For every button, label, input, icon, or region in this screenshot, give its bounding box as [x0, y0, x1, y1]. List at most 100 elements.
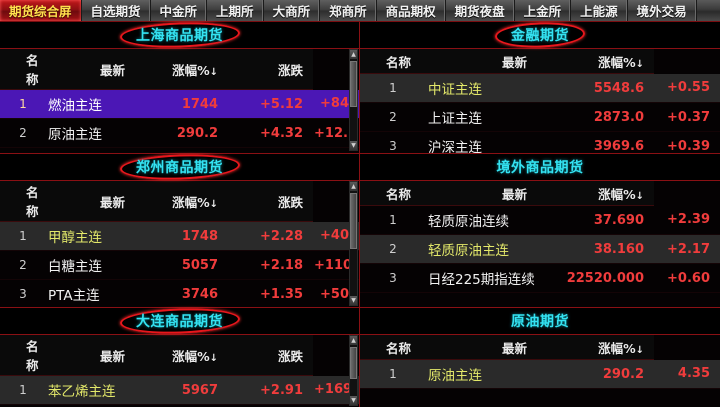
section-left-2: 大连商品期货名称最新涨幅%↓涨跌1苯乙烯主连5967+2.91+1692棕榈主连…	[0, 306, 359, 407]
last-price: 1748	[135, 221, 228, 251]
instrument-name[interactable]: 白糖主连	[46, 250, 135, 280]
vertical-scrollbar[interactable]: ▲ ▼	[349, 181, 358, 306]
change-percent: 4.35	[654, 359, 720, 389]
instrument-name[interactable]: 棕榈主连	[46, 404, 135, 407]
column-header-name[interactable]: 名称	[360, 335, 426, 360]
table-row[interactable]: 1 甲醇主连 1748 +2.28 +40	[0, 221, 359, 251]
scrollbar-thumb[interactable]	[350, 61, 357, 107]
market-tab-bar[interactable]: 期货综合屏 自选期货 中金所 上期所 大商所 郑商所 商品期权 期货夜盘 上金所 上能源 境外交易	[0, 0, 720, 22]
instrument-name[interactable]: 甲醇主连	[46, 221, 135, 251]
column-header-pct-label: 涨幅%	[172, 194, 210, 210]
column-header-pct[interactable]: 涨幅%↓	[537, 181, 654, 206]
section-title-text: 上海商品期货	[136, 28, 223, 44]
tab-8[interactable]: 上金所	[514, 0, 572, 21]
instrument-name[interactable]: 线材主连	[46, 147, 135, 153]
sort-descending-icon[interactable]: ↓	[209, 352, 218, 364]
column-header-change[interactable]: 涨跌	[228, 49, 313, 90]
column-header-last[interactable]: 最新	[46, 335, 135, 376]
column-header-name[interactable]: 名称	[360, 49, 426, 74]
column-header-pct[interactable]: 涨幅%↓	[537, 335, 654, 360]
tab-0[interactable]: 期货综合屏	[0, 0, 82, 21]
instrument-name[interactable]: 轻质原油连续	[426, 205, 537, 235]
scroll-up-icon[interactable]: ▲	[350, 50, 357, 59]
column-header-name[interactable]: 名称	[360, 181, 426, 206]
column-header-pct[interactable]: 涨幅%↓	[135, 49, 228, 90]
table-viewport: 名称 最新 涨幅%↓ 涨跌 1 燃油主连 1744 +5.12 +84 2 原油主连 290.2 +4.…	[0, 49, 359, 153]
instrument-name[interactable]: 上证主连	[426, 102, 537, 132]
change-percent: +2.28	[228, 147, 313, 153]
tab-4[interactable]: 大商所	[263, 0, 321, 21]
quote-table: 名称 最新 涨幅%↓ 涨跌 1 燃油主连 1744 +5.12 +84 2 原油主连 290.2 +4.…	[0, 49, 359, 153]
instrument-name[interactable]: 苯乙烯主连	[46, 375, 135, 405]
scrollbar-thumb[interactable]	[350, 347, 357, 379]
row-index: 1	[0, 375, 46, 405]
table-row[interactable]: 1 苯乙烯主连 5967 +2.91 +169	[0, 375, 359, 405]
tab-9[interactable]: 上能源	[571, 0, 628, 21]
instrument-name[interactable]: 日经225期指连续	[426, 263, 537, 293]
quote-panels: 上海商品期货 名称 最新 涨幅%↓ 涨跌 1 燃油主连 1744 +5.12 +84 2 原油主连 29…	[0, 20, 720, 407]
row-index: 1	[360, 205, 426, 235]
column-header-last[interactable]: 最新	[426, 335, 537, 360]
table-row[interactable]: 1 燃油主连 1744 +5.12 +84	[0, 89, 359, 119]
table-row[interactable]: 2 白糖主连 5057 +2.18 +110	[0, 250, 359, 280]
instrument-name[interactable]: 沪深主连	[426, 131, 537, 153]
tab-2[interactable]: 中金所	[150, 0, 208, 21]
scrollbar-thumb[interactable]	[350, 193, 357, 250]
table-row[interactable]: 2棕榈主连4882+1.75+82	[0, 404, 359, 407]
tab-1[interactable]: 自选期货	[81, 0, 151, 21]
column-header-name[interactable]: 名称	[0, 49, 46, 90]
table-row[interactable]: 1 原油主连 290.2 4.35	[360, 359, 720, 389]
row-index: 3	[0, 147, 46, 153]
quote-table: 名称 最新 涨幅%↓ 涨跌 1 甲醇主连 1748 +2.28 +40 2 白糖主连 5057 +2.1…	[0, 181, 359, 308]
sort-descending-icon[interactable]: ↓	[635, 58, 644, 70]
table-row[interactable]: 3 PTA主连 3746 +1.35 +50	[0, 279, 359, 308]
row-index: 2	[360, 102, 426, 132]
column-header-pct[interactable]: 涨幅%↓	[537, 49, 654, 74]
instrument-name[interactable]: 中证主连	[426, 73, 537, 103]
tab-6[interactable]: 商品期权	[376, 0, 446, 21]
scroll-up-icon[interactable]: ▲	[350, 336, 357, 345]
tab-7[interactable]: 期货夜盘	[445, 0, 515, 21]
column-header-name[interactable]: 名称	[0, 335, 46, 376]
vertical-scrollbar[interactable]: ▲ ▼	[349, 49, 358, 151]
sort-descending-icon[interactable]: ↓	[635, 344, 644, 356]
column-header-pct-label: 涨幅%	[598, 340, 636, 356]
table-row[interactable]: 3 沪深主连 3969.6 +0.39	[360, 131, 720, 153]
column-header-name[interactable]: 名称	[0, 181, 46, 222]
scroll-up-icon[interactable]: ▲	[350, 182, 357, 191]
instrument-name[interactable]: 轻质原油主连	[426, 234, 537, 264]
table-row[interactable]: 2 轻质原油主连 38.160 +2.17	[360, 234, 720, 264]
table-row[interactable]: 1 轻质原油连续 37.690 +2.39	[360, 205, 720, 235]
column-header-pct[interactable]: 涨幅%↓	[135, 335, 228, 376]
table-row[interactable]: 3 日经225期指连续 22520.000 +0.60	[360, 263, 720, 293]
instrument-name[interactable]: PTA主连	[46, 279, 135, 308]
column-header-last[interactable]: 最新	[426, 181, 537, 206]
instrument-name[interactable]: 燃油主连	[46, 89, 135, 119]
scroll-down-icon[interactable]: ▼	[350, 141, 357, 150]
table-row[interactable]: 1 中证主连 5548.6 +0.55	[360, 73, 720, 103]
tab-3[interactable]: 上期所	[207, 0, 264, 21]
table-viewport: 名称 最新 涨幅%↓ 1 原油主连 290.2 4.35	[360, 335, 720, 407]
table-row[interactable]: 2 原油主连 290.2 +4.32 +12.1	[0, 118, 359, 148]
change-percent: +0.55	[654, 73, 720, 103]
instrument-name[interactable]: 原油主连	[426, 359, 537, 389]
sort-descending-icon[interactable]: ↓	[635, 190, 644, 202]
table-row[interactable]: 3线材主连3989+2.28+89	[0, 147, 359, 153]
vertical-scrollbar[interactable]: ▲ ▼	[349, 335, 358, 406]
sort-descending-icon[interactable]: ↓	[209, 66, 218, 78]
tab-10[interactable]: 境外交易	[627, 0, 697, 21]
column-header-pct[interactable]: 涨幅%↓	[135, 181, 228, 222]
column-header-change[interactable]: 涨跌	[228, 181, 313, 222]
tab-5[interactable]: 郑商所	[320, 0, 377, 21]
last-price: 290.2	[135, 118, 228, 148]
column-header-change[interactable]: 涨跌	[228, 335, 313, 376]
scroll-down-icon[interactable]: ▼	[350, 396, 357, 405]
column-header-last[interactable]: 最新	[46, 181, 135, 222]
scroll-down-icon[interactable]: ▼	[350, 296, 357, 305]
sort-descending-icon[interactable]: ↓	[209, 198, 218, 210]
row-index: 2	[360, 234, 426, 264]
instrument-name[interactable]: 原油主连	[46, 118, 135, 148]
table-row[interactable]: 2 上证主连 2873.0 +0.37	[360, 102, 720, 132]
column-header-last[interactable]: 最新	[426, 49, 537, 74]
column-header-last[interactable]: 最新	[46, 49, 135, 90]
